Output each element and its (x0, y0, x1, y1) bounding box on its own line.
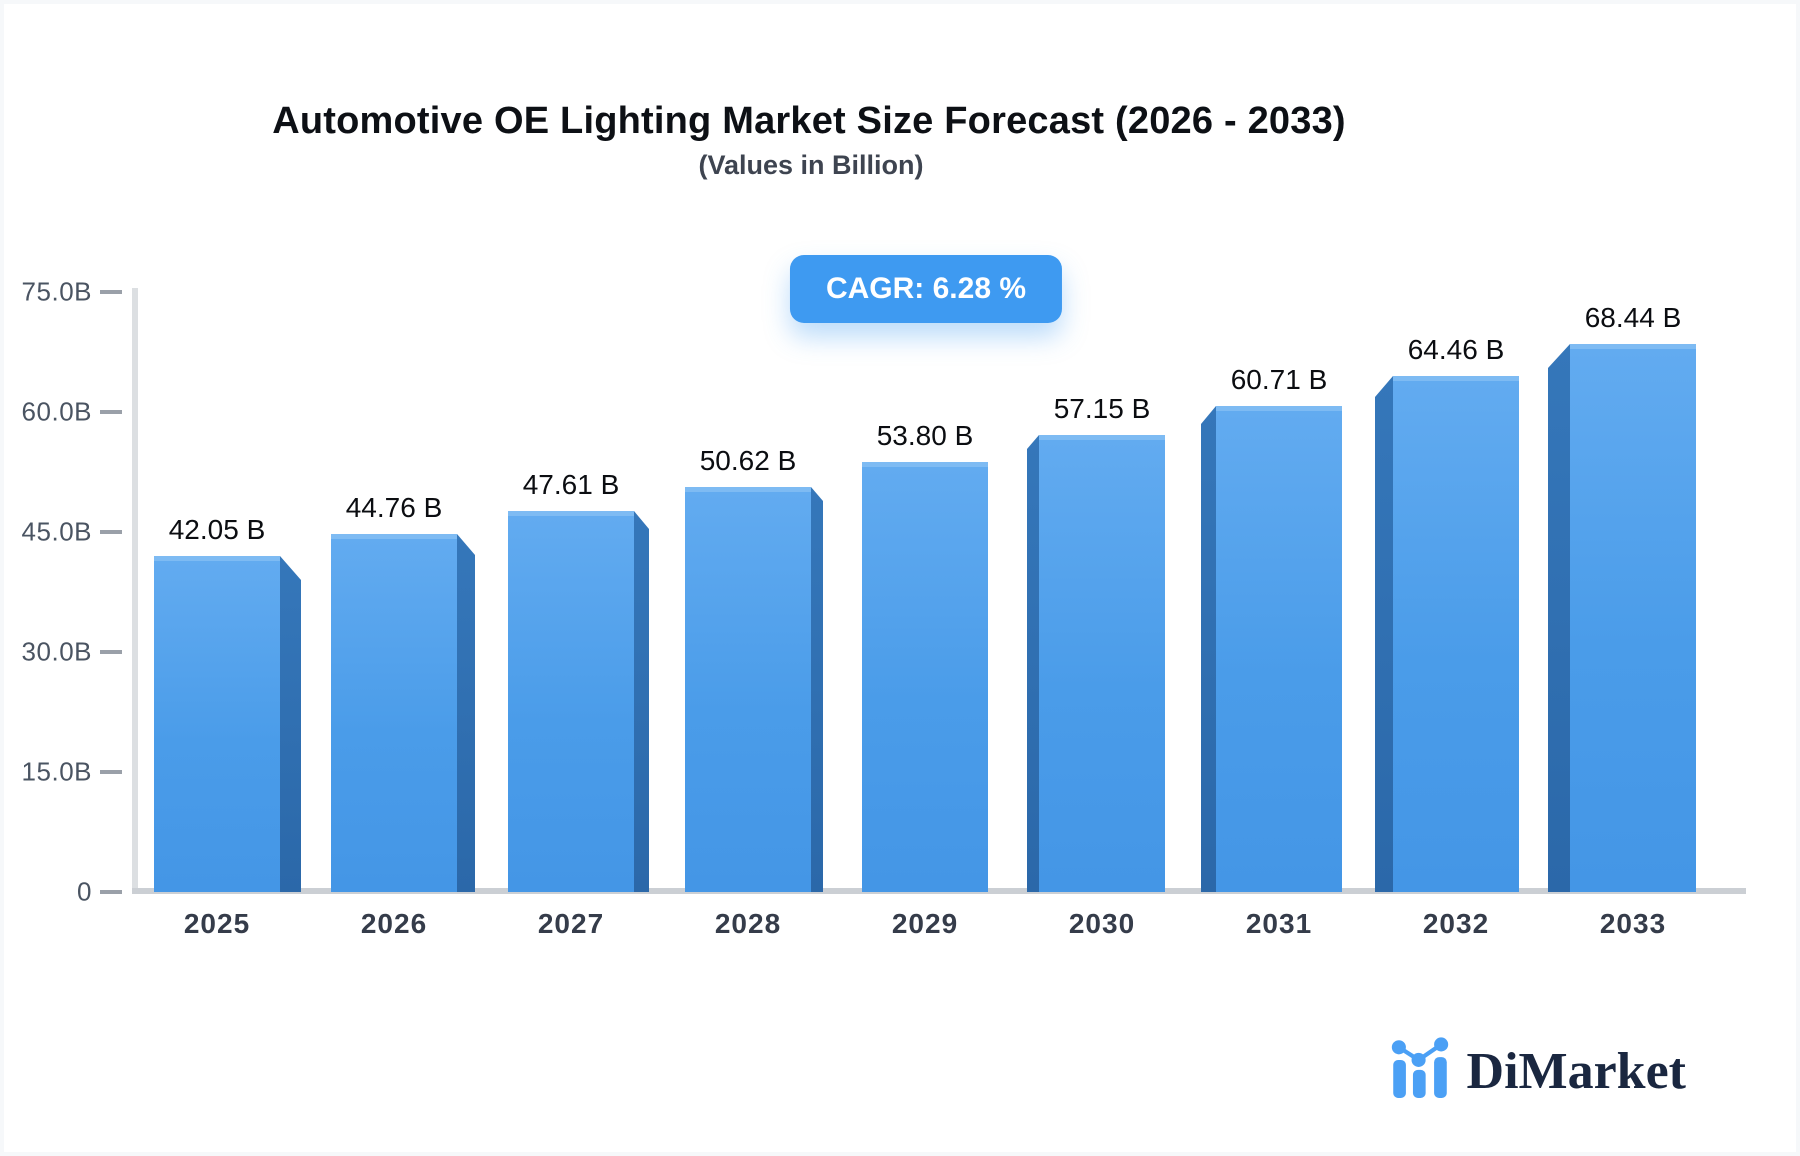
chart-title: Automotive OE Lighting Market Size Forec… (272, 100, 1346, 142)
bar-2030[interactable] (1039, 435, 1165, 892)
bar-chart-logo-icon (1391, 1037, 1448, 1098)
brand-logo: DiMarket (1387, 1036, 1686, 1098)
x-axis-label-2027: 2027 (537, 908, 605, 939)
x-axis-label-2026: 2026 (360, 908, 428, 939)
bar-2028-side-face (811, 487, 823, 892)
bar-2025-side-face (280, 556, 301, 892)
bar-value-label-2025: 42.05 B (168, 514, 266, 545)
y-axis-tick (100, 410, 122, 414)
y-axis-tick (100, 530, 122, 534)
bar-value-label-2027: 47.61 B (522, 469, 620, 500)
bar-2033-side-face (1548, 344, 1570, 892)
y-axis-tick-label: 0 (77, 876, 92, 907)
bar-2027[interactable] (508, 511, 634, 892)
x-axis-label-2028: 2028 (714, 908, 782, 939)
bar-2027-side-face (634, 511, 649, 892)
chart-subtitle: (Values in Billion) (698, 150, 924, 180)
bar-2030-side-face (1027, 435, 1039, 892)
bar-2029[interactable] (862, 462, 988, 892)
x-axis-label-2033: 2033 (1599, 908, 1667, 939)
y-axis-tick (100, 770, 122, 774)
y-axis-tick-label: 15.0B (21, 756, 92, 787)
bar-value-label-2033: 68.44 B (1584, 302, 1682, 333)
y-axis-tick (100, 650, 122, 654)
y-axis-tick-label: 30.0B (21, 636, 92, 667)
bar-2031[interactable] (1216, 406, 1342, 892)
y-axis-tick (100, 290, 122, 294)
bar-value-label-2026: 44.76 B (345, 492, 443, 523)
x-axis-label-2032: 2032 (1422, 908, 1490, 939)
bar-2028[interactable] (685, 487, 811, 892)
x-axis-label-2029: 2029 (891, 908, 959, 939)
bar-2032[interactable] (1393, 376, 1519, 892)
cagr-badge: CAGR: 6.28 % (789, 255, 1063, 323)
x-axis-label-2031: 2031 (1245, 908, 1313, 939)
bar-value-label-2029: 53.80 B (876, 420, 974, 451)
chart-card: Automotive OE Lighting Market Size Forec… (4, 4, 1796, 1152)
brand-name: DiMarket (1466, 1043, 1686, 1100)
x-axis-label-2030: 2030 (1068, 908, 1136, 939)
bar-value-label-2031: 60.71 B (1230, 364, 1328, 395)
bar-2031-side-face (1201, 406, 1216, 892)
y-axis-tick-label: 45.0B (21, 516, 92, 547)
y-axis-tick-label: 60.0B (21, 396, 92, 427)
y-axis-tick (100, 890, 122, 894)
y-axis-line (132, 288, 138, 892)
bar-value-label-2028: 50.62 B (699, 445, 797, 476)
bar-2033[interactable] (1570, 344, 1696, 892)
bar-value-label-2032: 64.46 B (1407, 334, 1505, 365)
y-axis-tick-label: 75.0B (21, 276, 92, 307)
x-axis-label-2025: 2025 (183, 908, 251, 939)
bar-value-label-2030: 57.15 B (1053, 393, 1151, 424)
bar-2032-side-face (1375, 376, 1393, 892)
bar-2025[interactable] (154, 556, 280, 892)
bar-2026-side-face (457, 534, 475, 892)
bar-2026[interactable] (331, 534, 457, 892)
